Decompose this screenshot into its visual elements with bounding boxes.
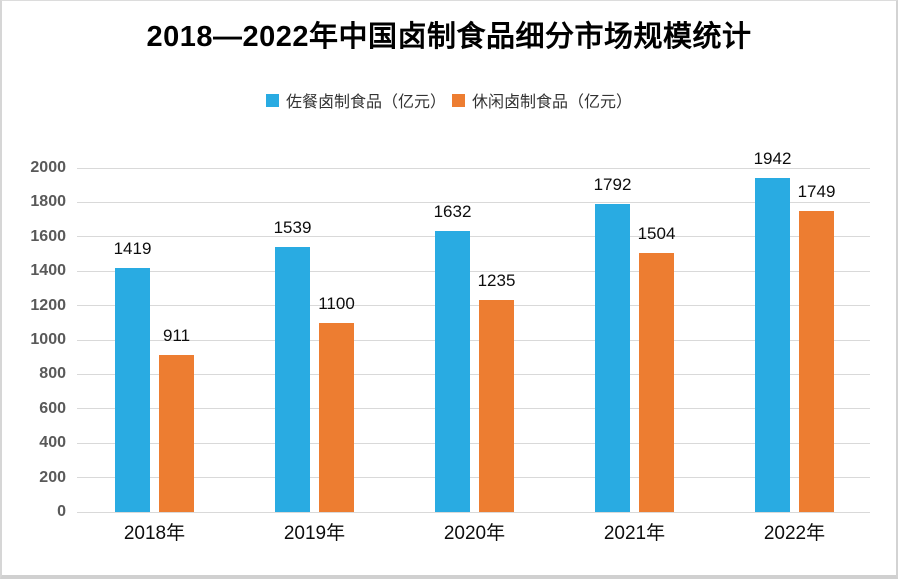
bar-2021年-series0 [595,203,630,512]
gridline [77,511,870,513]
bar-2020年-series0 [435,231,470,512]
legend-item-1: 休闲卤制食品（亿元） [452,88,632,112]
legend-item-0: 佐餐卤制食品（亿元） [265,88,446,112]
gridline [77,442,870,444]
gridline [77,477,870,479]
bar-value-label: 1942 [753,148,792,168]
bar-2022年-series1 [799,211,834,512]
bar-2020年-series1 [479,299,514,512]
gridline [77,236,870,238]
y-axis-tick-label: 2000 [30,159,66,176]
bar-value-label: 1419 [113,238,152,258]
x-axis-tick-label: 2020年 [443,523,506,544]
bar-value-label: 1792 [593,174,632,194]
x-axis-tick-label: 2019年 [283,523,346,544]
bar-value-label: 1235 [477,270,516,290]
bar-2018年-series1 [159,355,194,512]
gridline [77,201,870,203]
y-axis-tick-label: 400 [39,434,66,452]
gridline [77,408,870,410]
chart-title: 2018—2022年中国卤制食品细分市场规模统计 [146,21,752,53]
bar-value-label: 1100 [318,293,355,313]
y-axis-tick-label: 200 [39,468,66,486]
gridline [77,167,870,169]
y-axis-tick-label: 1400 [30,262,66,280]
bar-value-label: 1539 [273,218,312,238]
bar-2022年-series0 [755,177,790,512]
bar-value-label: 1504 [637,224,676,244]
gridline [77,270,870,272]
gridline [77,339,870,341]
y-axis-tick-label: 600 [39,399,66,417]
y-axis-tick-label: 1200 [30,296,66,314]
legend-label: 休闲卤制食品（亿元） [472,94,633,111]
gridline [77,305,870,307]
y-axis-tick-label: 1600 [30,227,66,245]
legend-swatch-icon [452,93,465,107]
bar-2018年-series0 [115,267,150,512]
y-axis-tick-label: 0 [57,503,66,520]
legend: 佐餐卤制食品（亿元） 休闲卤制食品（亿元） [2,88,896,112]
y-axis-tick-label: 800 [39,365,66,383]
bar-2019年-series0 [275,247,310,512]
gridline [77,373,870,375]
legend-label: 佐餐卤制食品（亿元） [285,94,446,111]
legend-swatch-icon [265,93,279,107]
x-axis-tick-label: 2018年 [123,523,186,544]
bar-value-label: 1632 [433,202,472,222]
bar-2019年-series1 [319,322,354,512]
bar-value-label: 1749 [797,182,836,202]
y-axis-tick-label: 1800 [30,193,66,211]
bar-2021年-series1 [639,253,674,512]
bar-value-label: 911 [162,326,191,346]
y-axis-tick-label: 1000 [30,331,66,348]
x-axis-tick-label: 2021年 [603,523,666,544]
x-axis-tick-label: 2022年 [763,523,826,544]
